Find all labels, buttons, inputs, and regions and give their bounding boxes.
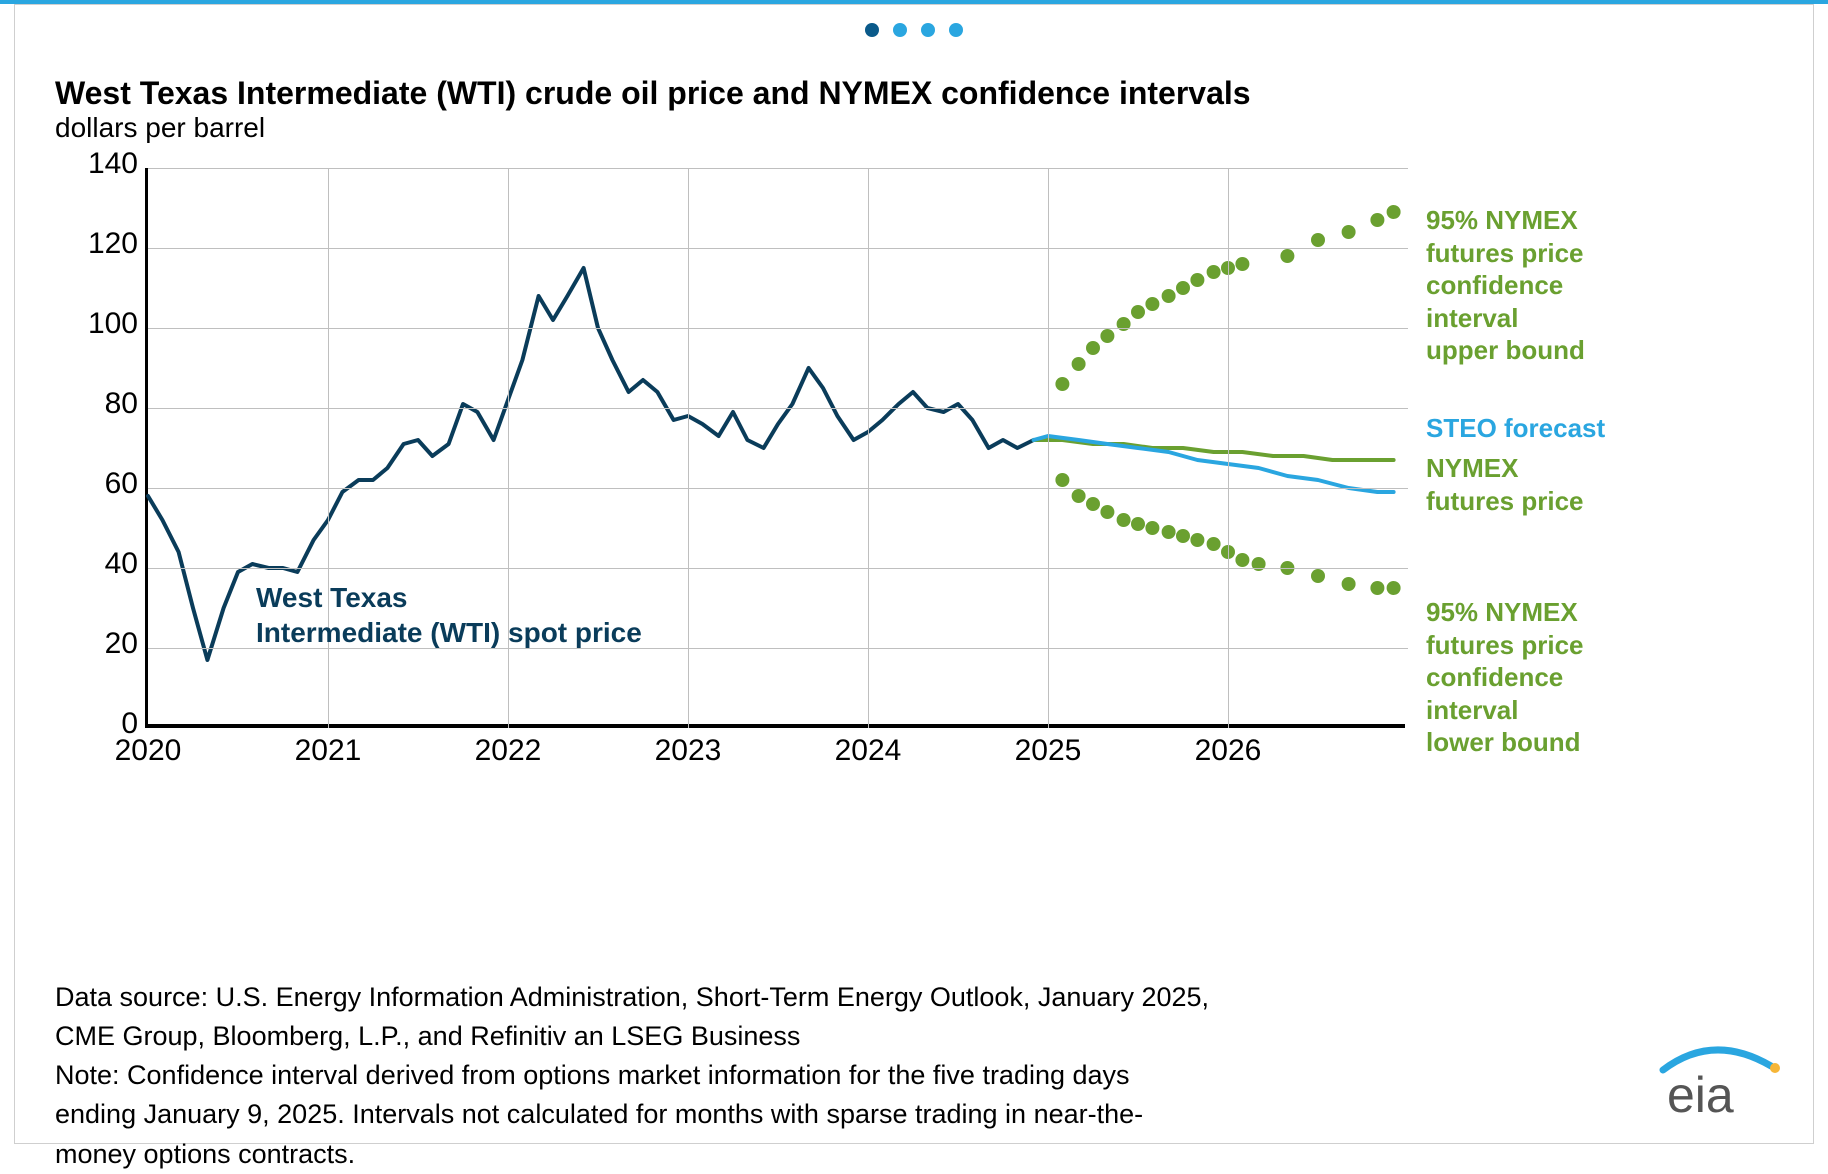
gridline-h <box>148 408 1408 409</box>
y-tick-label: 40 <box>105 547 148 581</box>
x-tick-label: 2023 <box>655 724 722 768</box>
series-marker <box>1086 497 1100 511</box>
series-marker <box>1190 273 1204 287</box>
series-marker <box>1162 525 1176 539</box>
chart-area: 0204060801001201402020202120222023202420… <box>55 158 1773 948</box>
chart-card: West Texas Intermediate (WTI) crude oil … <box>14 4 1814 1144</box>
series-marker <box>1145 297 1159 311</box>
footnote-line: money options contracts. <box>55 1135 1773 1174</box>
series-label-wti: West TexasIntermediate (WTI) spot price <box>256 580 642 650</box>
y-tick-label: 60 <box>105 467 148 501</box>
gridline-h <box>148 168 1408 169</box>
x-tick-label: 2025 <box>1015 724 1082 768</box>
series-marker <box>1131 517 1145 531</box>
series-marker <box>1190 533 1204 547</box>
series-marker <box>1370 581 1384 595</box>
eia-logo-text: eia <box>1667 1067 1734 1120</box>
series-marker <box>1370 213 1384 227</box>
footnote-line: Note: Confidence interval derived from o… <box>55 1056 1773 1095</box>
pager-dot[interactable] <box>949 23 963 37</box>
series-marker <box>1387 205 1401 219</box>
chart-footnote: Data source: U.S. Energy Information Adm… <box>55 978 1773 1174</box>
side-label-mid2: NYMEXfutures price <box>1426 452 1746 517</box>
footnote-line: ending January 9, 2025. Intervals not ca… <box>55 1095 1773 1134</box>
y-tick-label: 120 <box>88 227 148 261</box>
series-marker <box>1055 377 1069 391</box>
x-tick-label: 2026 <box>1195 724 1262 768</box>
pager-dot[interactable] <box>865 23 879 37</box>
series-marker <box>1176 281 1190 295</box>
y-tick-label: 100 <box>88 307 148 341</box>
y-tick-label: 80 <box>105 387 148 421</box>
series-marker <box>1311 569 1325 583</box>
gridline-v <box>688 168 689 728</box>
series-marker <box>1342 577 1356 591</box>
x-tick-label: 2024 <box>835 724 902 768</box>
series-marker <box>1207 265 1221 279</box>
gridline-v <box>868 168 869 728</box>
side-label-lower: 95% NYMEXfutures priceconfidenceinterval… <box>1426 596 1746 759</box>
series-marker <box>1072 357 1086 371</box>
x-tick-label: 2022 <box>475 724 542 768</box>
y-tick-label: 140 <box>88 147 148 181</box>
series-marker <box>1235 257 1249 271</box>
x-tick-label: 2021 <box>295 724 362 768</box>
pager-dot[interactable] <box>893 23 907 37</box>
side-label-mid1: STEO forecast <box>1426 412 1746 445</box>
x-tick-label: 2020 <box>115 724 182 768</box>
series-marker <box>1342 225 1356 239</box>
footnote-line: CME Group, Bloomberg, L.P., and Refiniti… <box>55 1017 1773 1056</box>
gridline-h <box>148 248 1408 249</box>
y-tick-label: 20 <box>105 627 148 661</box>
series-marker <box>1131 305 1145 319</box>
series-marker <box>1145 521 1159 535</box>
series-marker <box>1162 289 1176 303</box>
pager-dot[interactable] <box>921 23 935 37</box>
series-marker <box>1117 513 1131 527</box>
plot-region: 0204060801001201402020202120222023202420… <box>145 168 1405 728</box>
series-marker <box>1235 553 1249 567</box>
series-marker <box>1055 473 1069 487</box>
gridline-h <box>148 328 1408 329</box>
series-marker <box>1100 329 1114 343</box>
gridline-v <box>1048 168 1049 728</box>
gridline-v <box>1228 168 1229 728</box>
series-marker <box>1311 233 1325 247</box>
chart-title: West Texas Intermediate (WTI) crude oil … <box>55 75 1773 112</box>
series-marker <box>1387 581 1401 595</box>
footnote-line: Data source: U.S. Energy Information Adm… <box>55 978 1773 1017</box>
gridline-h <box>148 568 1408 569</box>
side-label-upper: 95% NYMEXfutures priceconfidenceinterval… <box>1426 204 1746 367</box>
gridline-h <box>148 488 1408 489</box>
series-marker <box>1280 249 1294 263</box>
series-marker <box>1086 341 1100 355</box>
chart-subtitle: dollars per barrel <box>55 112 1773 144</box>
eia-logo: eia <box>1653 1040 1783 1125</box>
series-marker <box>1072 489 1086 503</box>
series-marker <box>1100 505 1114 519</box>
carousel-pager <box>865 23 963 37</box>
series-marker <box>1207 537 1221 551</box>
series-marker <box>1176 529 1190 543</box>
